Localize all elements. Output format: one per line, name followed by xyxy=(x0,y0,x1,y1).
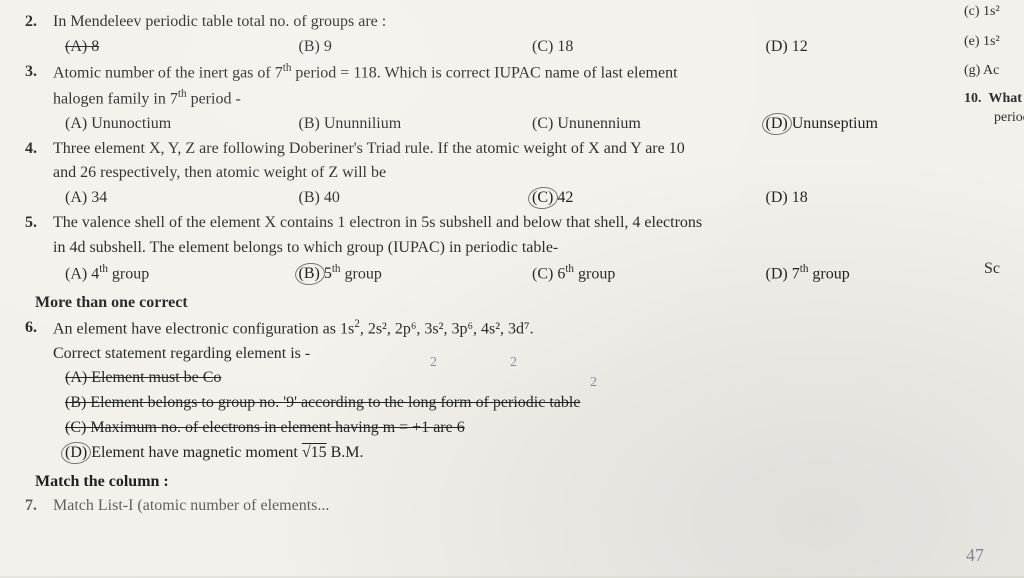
q2-text: In Mendeleev periodic table total no. of… xyxy=(53,10,999,35)
exam-page: 2. In Mendeleev periodic table total no.… xyxy=(0,0,1024,576)
q4-opt-c: (C) 42 xyxy=(532,186,766,211)
q3-opt-b: (B) Ununnilium xyxy=(299,112,533,137)
q2-opt-b: (B) 9 xyxy=(299,35,533,60)
q2-options: (A) 8 (B) 9 (C) 18 (D) 12 xyxy=(25,35,999,60)
section-more-than-one: More than one correct xyxy=(25,291,999,316)
q2-opt-a: (A) 8 xyxy=(65,35,299,60)
q5-opt-c: (C) 6th group xyxy=(532,261,766,287)
cut-c: (c) 1s² xyxy=(964,2,1024,22)
q7-number: 7. xyxy=(25,494,53,519)
pen-annot-1: 2 xyxy=(430,352,437,374)
q4-options: (A) 34 (B) 40 (C) 42 (D) 18 xyxy=(25,186,999,211)
page-corner-number: 47 xyxy=(966,542,984,570)
q4-text: Three element X, Y, Z are following Dobe… xyxy=(53,137,999,187)
q7-text: Match List-I (atomic number of elements.… xyxy=(53,494,999,519)
cut-q10b: period xyxy=(964,108,1024,128)
q6-options: (A) Element must be Co (B) Element belon… xyxy=(25,366,999,465)
q6-opt-c: (C) Maximum no. of electrons in element … xyxy=(65,416,999,441)
q3-options: (A) Ununoctium (B) Ununnilium (C) Ununen… xyxy=(25,112,999,137)
cut-g: (g) Ac xyxy=(964,61,1024,81)
question-2: 2. In Mendeleev periodic table total no.… xyxy=(25,10,999,35)
pen-annot-3: 2 xyxy=(590,372,597,394)
question-4: 4. Three element X, Y, Z are following D… xyxy=(25,137,999,187)
q6-opt-a: (A) Element must be Co xyxy=(65,366,999,391)
q6-opt-d: (D) Element have magnetic moment √15 B.M… xyxy=(65,441,999,466)
q5-opt-b: (B) 5th group xyxy=(299,261,533,287)
right-cutoff-column: (c) 1s² (e) 1s² (g) Ac 10. What i period… xyxy=(964,0,1024,578)
q3-number: 3. xyxy=(25,60,53,112)
cut-sc: Sc xyxy=(964,258,1024,280)
pen-annot-2: 2 xyxy=(510,352,517,374)
q3-opt-c: (C) Ununennium xyxy=(532,112,766,137)
q4-opt-b: (B) 40 xyxy=(299,186,533,211)
q5-options: (A) 4th group (B) 5th group (C) 6th grou… xyxy=(25,261,999,287)
question-7: 7. Match List-I (atomic number of elemen… xyxy=(25,494,999,519)
q6-text: An element have electronic configuration… xyxy=(53,316,999,367)
q2-number: 2. xyxy=(25,10,53,35)
q3-text: Atomic number of the inert gas of 7th pe… xyxy=(53,60,999,112)
q5-text: The valence shell of the element X conta… xyxy=(53,211,999,261)
question-3: 3. Atomic number of the inert gas of 7th… xyxy=(25,60,999,112)
q6-opt-b: (B) Element belongs to group no. '9' acc… xyxy=(65,391,999,416)
q5-number: 5. xyxy=(25,211,53,261)
section-match: Match the column : xyxy=(25,470,999,495)
q3-opt-a: (A) Ununoctium xyxy=(65,112,299,137)
q2-opt-c: (C) 18 xyxy=(532,35,766,60)
q4-opt-a: (A) 34 xyxy=(65,186,299,211)
q6-number: 6. xyxy=(25,316,53,367)
cut-q10: 10. What i xyxy=(964,89,1024,109)
q5-opt-a: (A) 4th group xyxy=(65,261,299,287)
q4-number: 4. xyxy=(25,137,53,187)
cut-e: (e) 1s² xyxy=(964,32,1024,52)
question-5: 5. The valence shell of the element X co… xyxy=(25,211,999,261)
